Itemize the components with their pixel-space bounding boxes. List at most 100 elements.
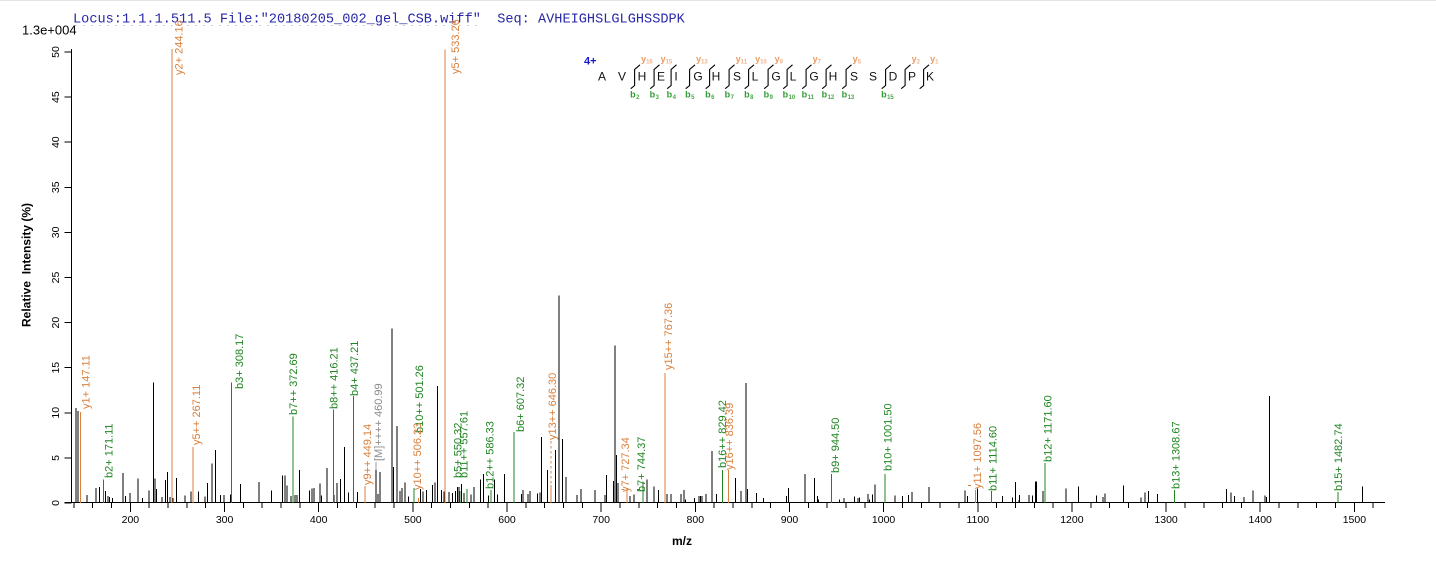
svg-text:1.3e+004: 1.3e+004 [22,23,77,38]
svg-text:8: 8 [750,95,754,101]
svg-text:b: b [783,90,789,100]
svg-text:L: L [752,70,759,84]
svg-text:4: 4 [673,95,677,101]
svg-text:11: 11 [741,60,748,66]
svg-text:9: 9 [780,60,784,66]
svg-text:4+: 4+ [584,56,597,68]
svg-text:y13++ 646.30: y13++ 646.30 [547,373,559,440]
svg-text:1200: 1200 [1060,514,1084,526]
svg-text:b12+ 1171.60: b12+ 1171.60 [1042,395,1054,462]
svg-text:S: S [869,70,877,84]
svg-text:y5+ 533.26: y5+ 533.26 [450,19,462,74]
svg-text:15: 15 [887,95,894,101]
svg-text:b15+ 1482.74: b15+ 1482.74 [1333,423,1345,491]
svg-text:b10+ 1001.50: b10+ 1001.50 [883,403,895,471]
svg-text:10: 10 [50,407,62,419]
svg-text:300: 300 [216,514,234,526]
svg-text:15: 15 [50,362,62,374]
svg-text:13: 13 [848,95,855,101]
svg-text:400: 400 [310,514,328,526]
svg-text:1500: 1500 [1343,514,1367,526]
svg-text:500: 500 [404,514,422,526]
svg-text:y: y [912,54,917,64]
svg-text:y: y [736,54,741,64]
svg-text:y16++ 836.39: y16++ 836.39 [724,403,736,470]
svg-text:G: G [809,70,818,84]
svg-text:1100: 1100 [967,514,990,526]
svg-text:b: b [725,90,731,100]
svg-text:1000: 1000 [872,514,896,526]
svg-text:K: K [926,70,934,84]
svg-text:b: b [667,90,673,100]
svg-text:y: y [661,54,666,64]
svg-text:P: P [908,70,916,84]
svg-text:y9++ 449.14: y9++ 449.14 [362,424,374,485]
svg-text:E: E [657,70,665,84]
svg-text:12: 12 [828,95,835,101]
svg-text:b10++ 501.26: b10++ 501.26 [414,365,426,433]
svg-text:H: H [829,70,838,84]
svg-text:[M]++++ 460.99: [M]++++ 460.99 [373,383,385,461]
svg-text:S: S [850,70,858,84]
svg-text:b: b [764,90,770,100]
svg-text:11: 11 [808,95,815,101]
svg-text:6: 6 [711,95,715,101]
svg-text:b13+ 1308.67: b13+ 1308.67 [1170,421,1182,489]
svg-text:b5+ 550.32: b5+ 550.32 [453,423,465,478]
svg-text:45: 45 [50,91,62,103]
svg-text:y10++ 506.23: y10++ 506.23 [412,423,424,490]
svg-text:3: 3 [656,95,660,101]
svg-text:Locus:1.1.1.511.5 File:"201802: Locus:1.1.1.511.5 File:"20180205_002_gel… [73,13,686,28]
svg-text:b16++ 829.42: b16++ 829.42 [717,400,729,468]
svg-text:10: 10 [760,60,767,66]
svg-text:y: y [930,54,935,64]
svg-text:y5++ 267.11: y5++ 267.11 [191,385,203,445]
svg-text:y: y [813,54,818,64]
svg-text:D: D [889,70,898,84]
svg-text:b: b [822,90,828,100]
svg-text:b: b [881,90,887,100]
svg-text:b11+ 1114.60: b11+ 1114.60 [988,426,1000,491]
svg-text:10: 10 [789,95,796,101]
svg-text:800: 800 [687,514,705,526]
svg-text:b2+ 171.11: b2+ 171.11 [104,423,116,478]
svg-text:y: y [853,54,858,64]
svg-text:25: 25 [50,272,62,284]
svg-text:200: 200 [122,514,140,526]
svg-text:y: y [775,54,780,64]
svg-text:b11++ 557.61: b11++ 557.61 [459,411,471,478]
svg-text:30: 30 [50,226,62,238]
svg-text:G: G [771,70,780,84]
svg-text:b: b [842,90,848,100]
svg-text:b6+ 607.32: b6+ 607.32 [515,377,527,432]
svg-text:b: b [802,90,808,100]
svg-text:15: 15 [666,60,673,66]
svg-text:b3+ 308.17: b3+ 308.17 [234,334,246,389]
svg-text:7: 7 [818,60,822,66]
svg-text:b: b [705,90,711,100]
svg-text:900: 900 [781,514,799,526]
svg-text:I: I [674,70,677,84]
svg-text:50: 50 [50,46,62,58]
svg-text:b7++ 372.69: b7++ 372.69 [288,353,300,415]
svg-text:b: b [650,90,656,100]
svg-text:H: H [712,70,721,84]
svg-text:9: 9 [770,95,774,101]
svg-text:5: 5 [858,60,862,66]
svg-text:y11+ 1097.56: y11+ 1097.56 [972,423,984,489]
svg-text:5: 5 [691,95,695,101]
svg-text:y: y [696,54,701,64]
svg-text:40: 40 [50,136,62,148]
svg-text:600: 600 [498,514,516,526]
svg-text:V: V [618,70,626,84]
svg-text:7: 7 [731,95,735,101]
svg-text:Relative Intensity (%): Relative Intensity (%) [20,203,34,327]
svg-text:y15++ 767.36: y15++ 767.36 [663,303,675,370]
svg-text:b12++ 586.33: b12++ 586.33 [485,421,497,489]
svg-text:2: 2 [636,95,640,101]
svg-text:700: 700 [592,514,610,526]
svg-text:G: G [693,70,702,84]
svg-text:y: y [641,54,646,64]
svg-text:16: 16 [646,60,653,66]
svg-text:b: b [685,90,691,100]
